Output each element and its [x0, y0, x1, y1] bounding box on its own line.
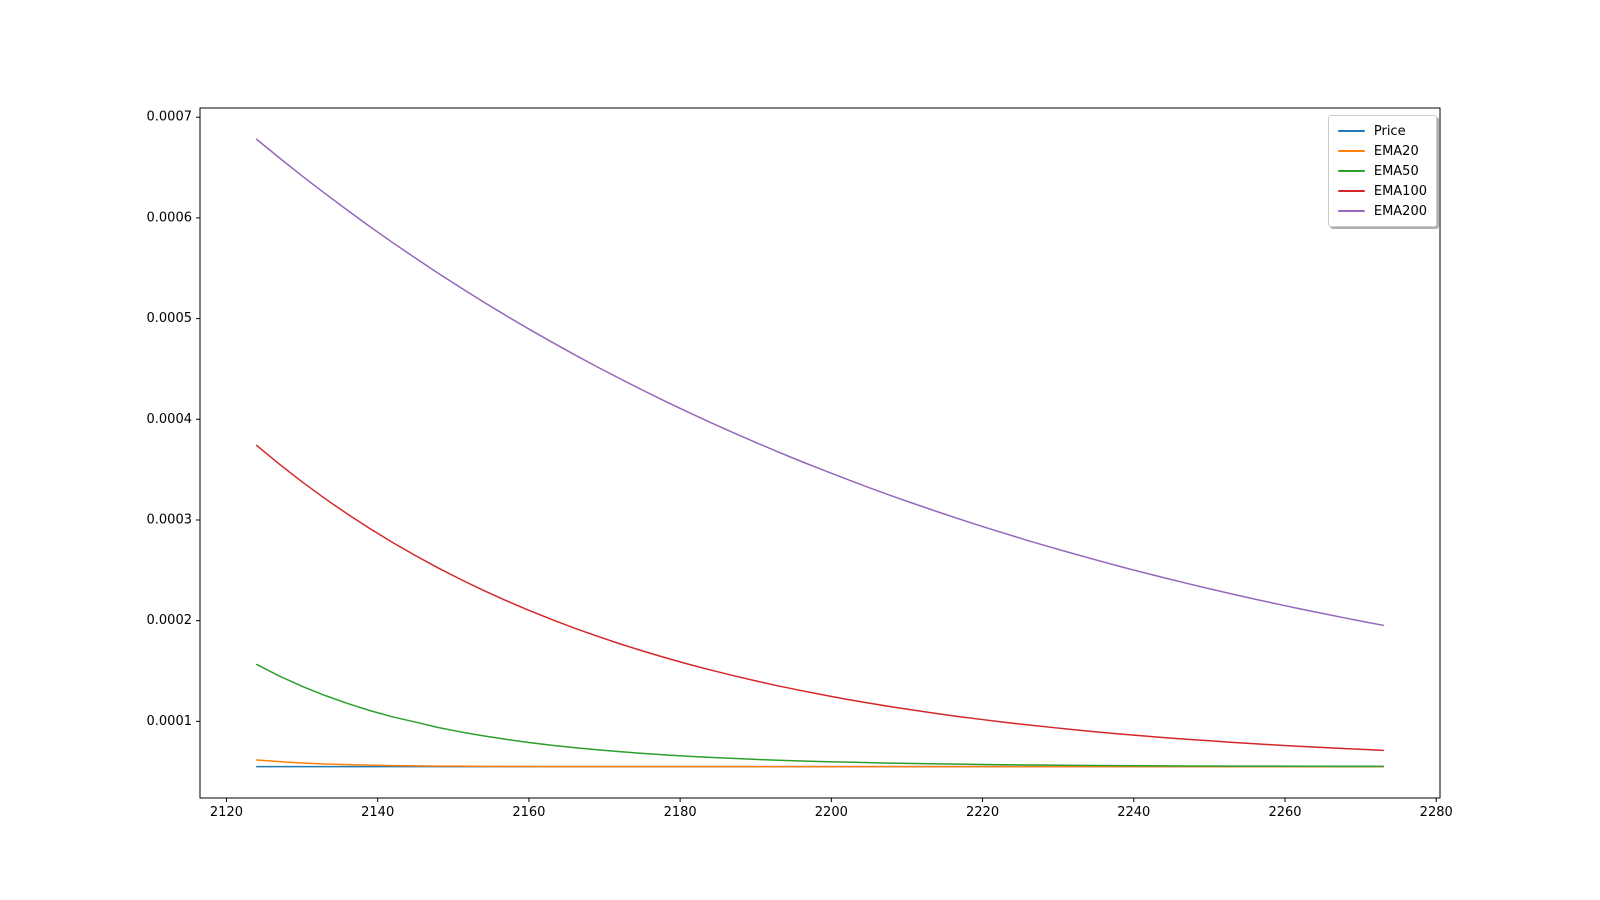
- legend-line-sample-icon: [1337, 210, 1365, 212]
- y-tick-label: 0.0006: [147, 210, 193, 225]
- x-tick-label: 2260: [1268, 805, 1301, 820]
- y-tick-label: 0.0001: [147, 714, 193, 729]
- legend-label: EMA200: [1373, 203, 1427, 219]
- y-tick-label: 0.0004: [147, 412, 193, 427]
- x-tick-label: 2140: [361, 805, 394, 820]
- y-tick-label: 0.0007: [147, 110, 193, 125]
- x-tick-label: 2280: [1420, 805, 1453, 820]
- y-tick-label: 0.0002: [147, 613, 193, 628]
- legend-label: EMA100: [1373, 183, 1427, 199]
- y-tick-label: 0.0005: [147, 311, 193, 326]
- legend-line-sample-icon: [1337, 130, 1365, 132]
- x-tick-label: 2200: [815, 805, 848, 820]
- x-tick-label: 2240: [1117, 805, 1150, 820]
- series-line-ema50: [255, 663, 1385, 768]
- legend: Price EMA20 EMA50 EMA100 EMA200: [1327, 115, 1437, 227]
- series-line-ema100: [255, 444, 1385, 752]
- legend-line-sample-icon: [1337, 170, 1365, 172]
- x-tick-label: 2120: [210, 805, 243, 820]
- legend-label: EMA20: [1373, 143, 1419, 159]
- legend-line-sample-icon: [1337, 150, 1365, 152]
- legend-item-ema20: EMA20: [1337, 141, 1427, 161]
- x-tick-label: 2160: [512, 805, 545, 820]
- legend-label: Price: [1373, 123, 1406, 139]
- legend-item-price: Price: [1337, 121, 1427, 141]
- plot-border: [199, 107, 1441, 799]
- legend-item-ema200: EMA200: [1337, 201, 1427, 221]
- x-tick-label: 2220: [966, 805, 999, 820]
- legend-item-ema100: EMA100: [1337, 181, 1427, 201]
- y-tick-label: 0.0003: [147, 512, 193, 527]
- legend-item-ema50: EMA50: [1337, 161, 1427, 181]
- legend-line-sample-icon: [1337, 190, 1365, 192]
- x-tick-label: 2180: [664, 805, 697, 820]
- series-line-ema200: [255, 138, 1385, 627]
- legend-label: EMA50: [1373, 163, 1419, 179]
